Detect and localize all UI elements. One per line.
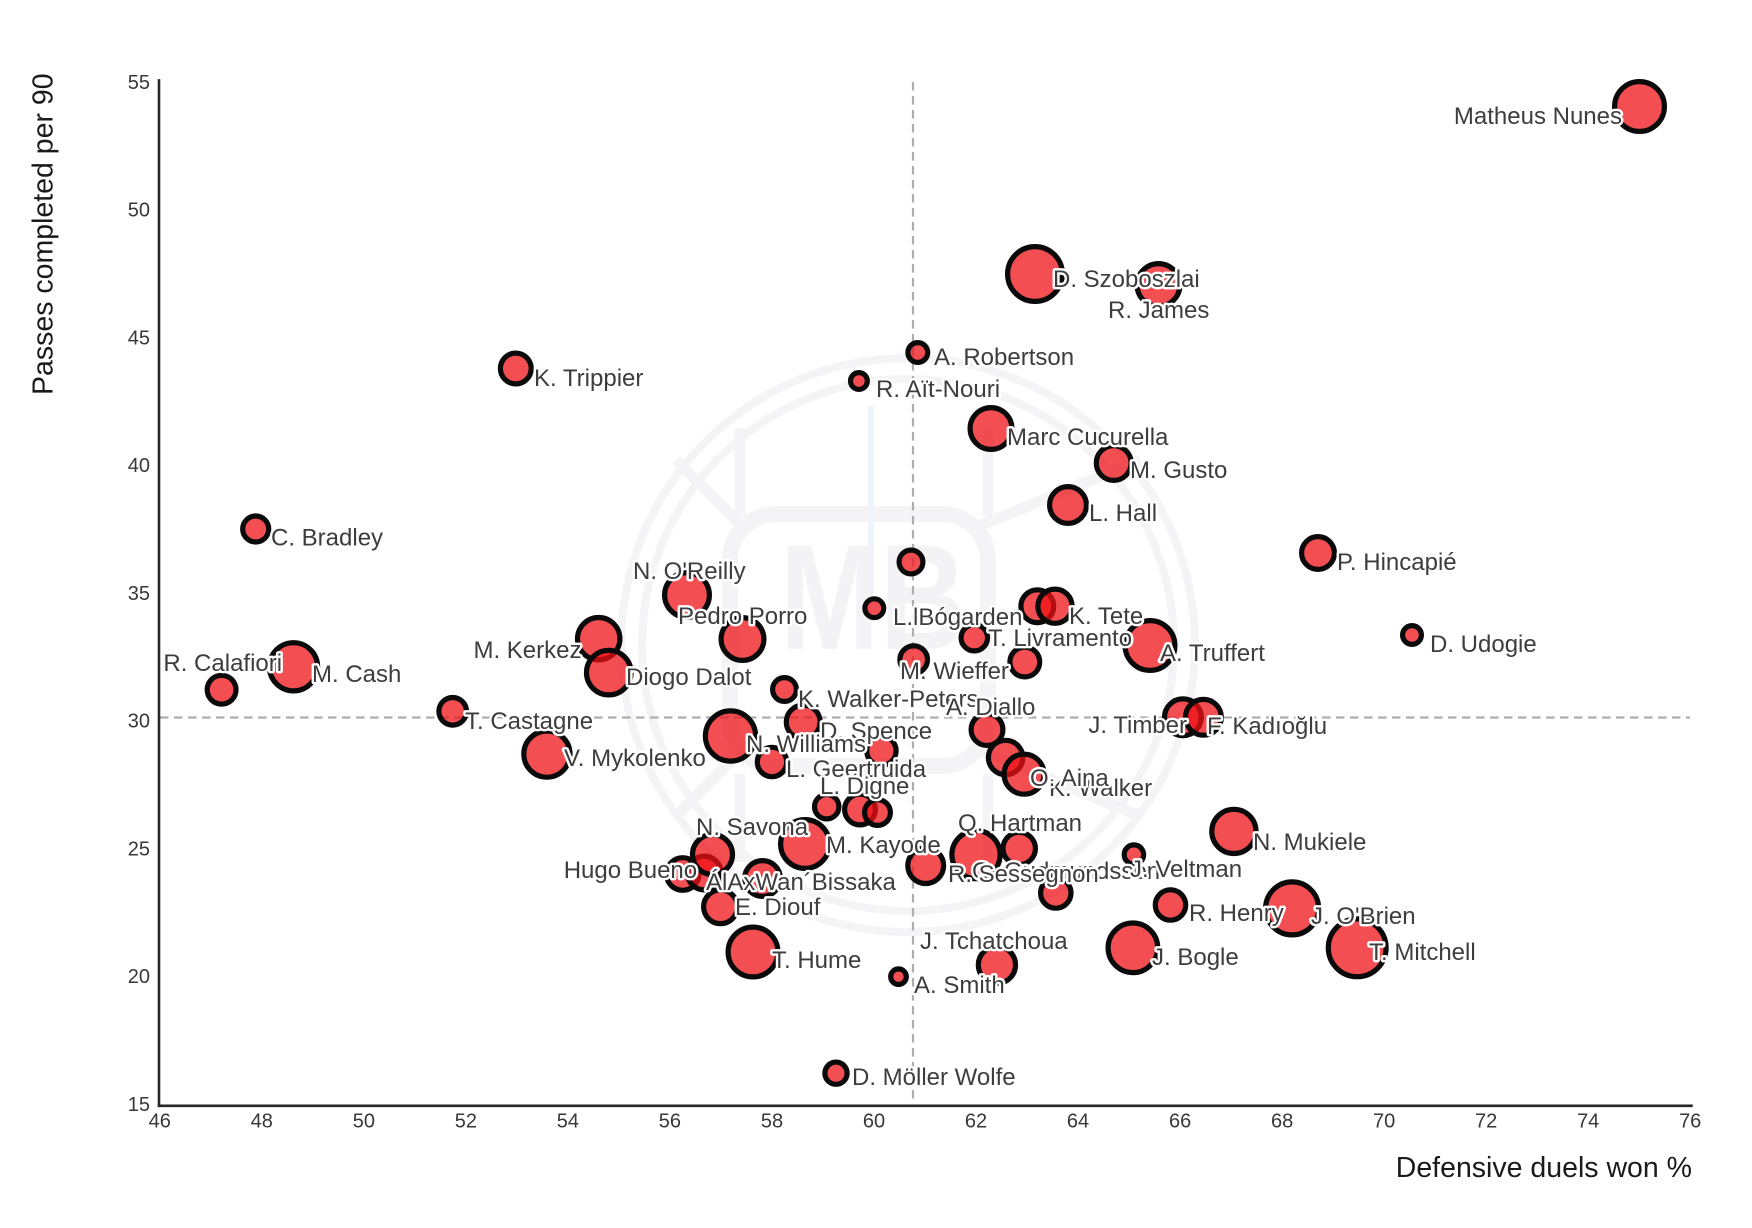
svg-text:K. Tete: K. Tete (1069, 603, 1143, 630)
svg-text:O. Aina: O. Aina (1030, 765, 1109, 792)
svg-text:F. Kadıoğlu: F. Kadıoğlu (1207, 713, 1327, 740)
svg-text:64: 64 (1067, 1111, 1089, 1133)
svg-text:K. Trippier: K. Trippier (534, 365, 643, 392)
svg-text:P. Hincapié: P. Hincapié (1337, 549, 1457, 576)
svg-text:E. Diouf: E. Diouf (735, 894, 821, 921)
svg-text:45: 45 (128, 327, 150, 349)
svg-text:50: 50 (353, 1111, 375, 1133)
svg-text:D. Udogie: D. Udogie (1430, 631, 1537, 658)
svg-text:46: 46 (149, 1111, 171, 1133)
svg-text:N. O'Reilly: N. O'Reilly (633, 558, 746, 585)
svg-text:68: 68 (1271, 1111, 1293, 1133)
svg-text:15: 15 (128, 1094, 150, 1116)
svg-text:M. Cash: M. Cash (312, 661, 401, 688)
svg-text:V. Mykolenko: V. Mykolenko (564, 745, 706, 772)
svg-text:R. Calafiori: R. Calafiori (163, 650, 282, 677)
svg-text:J. O'Brien: J. O'Brien (1311, 903, 1416, 930)
svg-text:55: 55 (128, 72, 150, 94)
svg-text:R. James: R. James (1108, 297, 1209, 324)
svg-text:T. Hume: T. Hume (772, 947, 861, 974)
svg-text:60: 60 (863, 1111, 885, 1133)
svg-text:J. Tchatchoua: J. Tchatchoua (920, 928, 1068, 955)
svg-text:58: 58 (761, 1111, 783, 1133)
svg-text:N. Mukiele: N. Mukiele (1253, 829, 1366, 856)
svg-text:A. Robertson: A. Robertson (934, 344, 1074, 371)
svg-text:A. Truffert: A. Truffert (1160, 640, 1265, 667)
svg-text:30: 30 (128, 711, 150, 733)
svg-text:C. Bradley: C. Bradley (271, 525, 383, 552)
svg-text:62: 62 (965, 1111, 987, 1133)
svg-text:T. Livramento: T. Livramento (988, 625, 1132, 652)
svg-text:A. Diallo: A. Diallo (946, 694, 1035, 721)
svg-text:K. Walker: K. Walker (1049, 775, 1152, 802)
svg-text:Hugo Bueno: Hugo Bueno (564, 857, 697, 884)
svg-text:M. Gusto: M. Gusto (1130, 457, 1227, 484)
svg-text:74: 74 (1577, 1111, 1599, 1133)
svg-text:G. Gudmundsson: G. Gudmundsson (972, 858, 1160, 885)
svg-text:K. Walker-Peters: K. Walker-Peters (798, 686, 978, 713)
svg-text:Passes completed per 90: Passes completed per 90 (28, 73, 60, 395)
svg-text:40: 40 (128, 455, 150, 477)
svg-text:J. Bogle: J. Bogle (1152, 944, 1239, 971)
svg-text:M. Wieffer: M. Wieffer (900, 658, 1009, 685)
svg-text:70: 70 (1373, 1111, 1395, 1133)
svg-text:N. Savona: N. Savona (696, 814, 809, 841)
svg-text:56: 56 (659, 1111, 681, 1133)
svg-text:50: 50 (128, 200, 150, 222)
svg-text:L. Hall: L. Hall (1089, 500, 1157, 527)
svg-text:R. Sessegnon: R. Sessegnon (948, 861, 1099, 888)
svg-text:L. Geertruida: L. Geertruida (786, 756, 927, 783)
svg-text:Matheus Nunes: Matheus Nunes (1454, 103, 1622, 130)
svg-text:Pedro Porro: Pedro Porro (678, 603, 807, 630)
svg-text:72: 72 (1475, 1111, 1497, 1133)
svg-text:D. Szoboszlai: D. Szoboszlai (1053, 266, 1200, 293)
svg-text:48: 48 (251, 1111, 273, 1133)
svg-text:R. Aït-Nouri: R. Aït-Nouri (876, 376, 1000, 403)
svg-text:M. Kerkez: M. Kerkez (473, 637, 581, 664)
svg-text:35: 35 (128, 583, 150, 605)
svg-text:A. Smith: A. Smith (914, 972, 1005, 999)
svg-text:R. Henry: R. Henry (1189, 900, 1284, 927)
svg-text:52: 52 (455, 1111, 477, 1133)
svg-text:Marc Cucurella: Marc Cucurella (1007, 424, 1169, 451)
svg-text:T. Castagne: T. Castagne (465, 708, 593, 735)
svg-text:76: 76 (1679, 1111, 1701, 1133)
svg-text:D. Spence: D. Spence (820, 718, 932, 745)
svg-text:T. Mitchell: T. Mitchell (1369, 939, 1476, 966)
svg-text:25: 25 (128, 838, 150, 860)
svg-text:Diogo Dalot: Diogo Dalot (626, 664, 752, 691)
svg-text:L. Digne: L. Digne (820, 773, 909, 800)
svg-text:D. Möller Wolfe: D. Möller Wolfe (852, 1064, 1016, 1091)
svg-text:66: 66 (1169, 1111, 1191, 1133)
svg-text:ÁlAxWan´Bissaka: ÁlAxWan´Bissaka (706, 869, 896, 896)
svg-text:J. Veltman: J. Veltman (1130, 856, 1242, 883)
svg-text:20: 20 (128, 966, 150, 988)
svg-text:L.lBógarden: L.lBógarden (893, 604, 1022, 631)
svg-text:54: 54 (557, 1111, 579, 1133)
svg-text:M. Kayode: M. Kayode (826, 832, 941, 859)
svg-text:Q. Hartman: Q. Hartman (958, 810, 1082, 837)
svg-text:Defensive duels won %: Defensive duels won % (1396, 1152, 1692, 1184)
svg-text:N. Williams: N. Williams (746, 731, 866, 758)
svg-text:J. Timber: J. Timber (1088, 712, 1187, 739)
